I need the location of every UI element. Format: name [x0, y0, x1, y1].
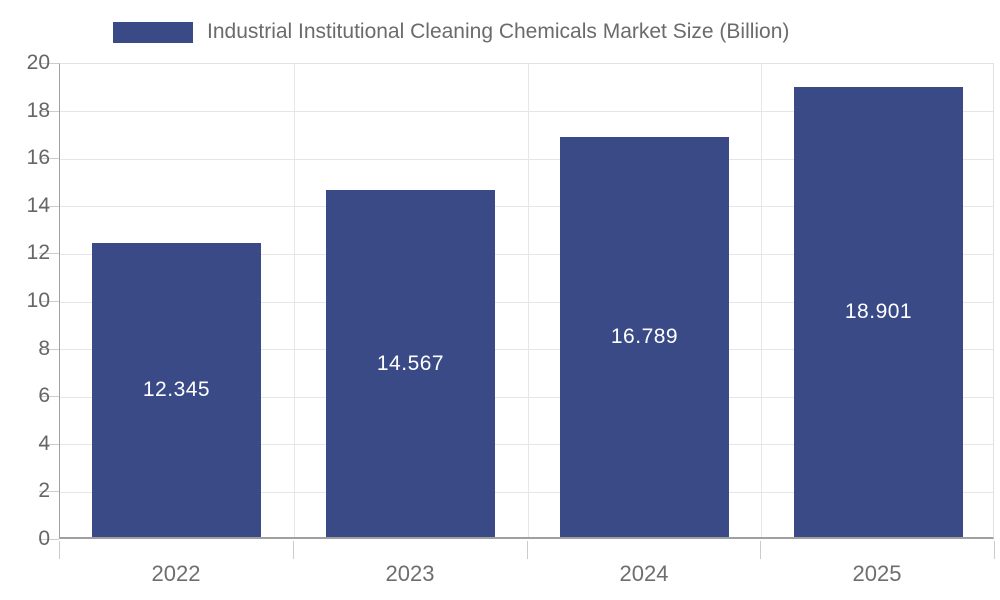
y-gridline: [60, 301, 993, 303]
y-tick-label: 12: [26, 241, 50, 265]
y-tick-mark: [39, 348, 59, 350]
x-tick-mark: [994, 541, 995, 559]
x-gridline: [294, 64, 295, 537]
y-tick-label: 18: [26, 98, 50, 122]
x-tick-label: 2023: [385, 561, 435, 586]
legend-swatch: [113, 21, 193, 43]
y-tick-label: 20: [26, 51, 50, 74]
y-tick-label: 4: [38, 431, 50, 455]
y-tick-mark: [39, 443, 59, 445]
y-gridline: [60, 491, 993, 493]
y-tick-mark: [39, 110, 59, 112]
y-tick-mark: [39, 539, 59, 540]
y-tick-mark: [39, 396, 59, 398]
x-gridline: [528, 64, 529, 537]
bar-2025: 18.901: [794, 87, 963, 537]
y-tick-label: 10: [26, 289, 50, 312]
bar-value-label: 12.345: [142, 378, 211, 401]
x-tick-label: 2022: [151, 561, 201, 586]
bar-2024: 16.789: [560, 137, 729, 537]
y-tick-mark: [39, 491, 59, 493]
y-tick-mark: [39, 301, 59, 302]
y-gridline: [60, 111, 993, 113]
y-tick-mark: [39, 253, 59, 255]
bar-2022: 12.345: [92, 243, 261, 537]
y-gridline: [60, 253, 993, 255]
y-tick-label: 0: [38, 527, 50, 550]
y-tick-mark: [39, 63, 59, 64]
y-gridline: [60, 349, 993, 351]
x-tick-mark: [760, 541, 761, 559]
x-tick-label: 2025: [852, 561, 902, 586]
y-tick-mark: [39, 158, 59, 160]
y-tick-label: 6: [38, 384, 50, 408]
y-tick-label: 16: [26, 146, 50, 170]
y-tick-mark: [39, 205, 59, 207]
bar-value-label: 16.789: [610, 325, 679, 348]
bar-2023: 14.567: [326, 190, 495, 537]
plot-area: 12.345 14.567 16.789 18.901: [59, 63, 994, 539]
x-tick-mark: [293, 541, 294, 559]
y-gridline: [60, 396, 993, 398]
y-tick-label: 2: [38, 479, 50, 503]
chart-legend: Industrial Institutional Cleaning Chemic…: [113, 20, 789, 44]
legend-label: Industrial Institutional Cleaning Chemic…: [207, 20, 790, 43]
bar-value-label: 14.567: [376, 351, 445, 375]
y-gridline: [60, 206, 993, 208]
y-tick-label: 8: [38, 336, 50, 360]
y-tick-label: 14: [26, 193, 50, 217]
x-gridline: [761, 64, 762, 537]
bar-value-label: 18.901: [844, 300, 913, 323]
x-tick-mark: [527, 541, 528, 559]
x-tick-mark: [59, 541, 60, 559]
x-tick-label: 2024: [619, 561, 669, 586]
y-gridline: [60, 444, 993, 446]
y-gridline: [60, 158, 993, 160]
